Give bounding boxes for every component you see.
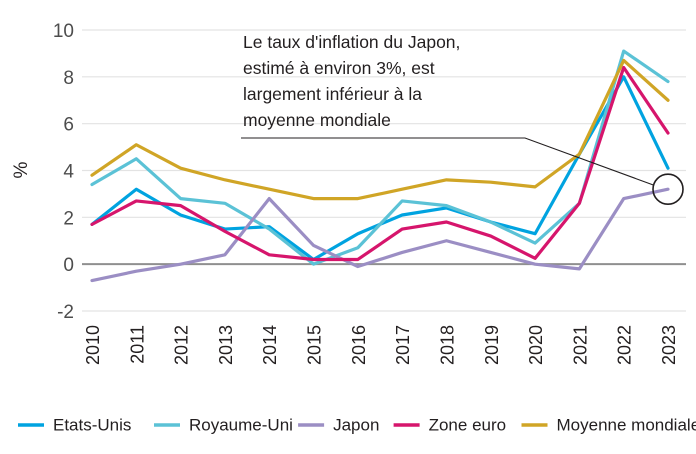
x-axis-tick-label-2021: 2021 xyxy=(570,325,590,365)
annotation-line-4: moyenne mondiale xyxy=(243,110,391,130)
annotation-line-3: largement inférieur à la xyxy=(243,84,422,104)
x-axis-tick-labels: 2010 2011 2012 2013 2014 2015 2016 2017 2018 2019… xyxy=(83,325,679,365)
x-axis-tick-label-2019: 2019 xyxy=(482,325,502,365)
x-axis-tick-label-2013: 2013 xyxy=(216,325,236,365)
series-line-japon xyxy=(90,187,670,283)
y-axis-tick-label: -2 xyxy=(57,302,74,323)
annotation-leader-line xyxy=(241,137,655,186)
y-axis-tick-label: 0 xyxy=(63,255,74,276)
annotation-target-circle xyxy=(652,173,684,206)
annotation-callout: Le taux d'inflation du Japon, estimé à en… xyxy=(241,32,684,206)
y-axis-tick-label: 4 xyxy=(63,162,74,183)
x-axis-tick-label-2016: 2016 xyxy=(349,325,369,365)
x-axis-tick-label-2014: 2014 xyxy=(260,325,280,365)
y-axis-tick-label: 8 xyxy=(63,68,74,89)
annotation-line-1: Le taux d'inflation du Japon, xyxy=(243,32,460,52)
x-axis-tick-label-2012: 2012 xyxy=(172,325,192,365)
x-axis-tick-label-2010: 2010 xyxy=(83,325,103,365)
x-axis-tick-label-2018: 2018 xyxy=(437,325,457,365)
y-axis-tick-label: 10 xyxy=(53,21,74,42)
legend-label-moyenne-mondiale[interactable]: Moyenne mondiale xyxy=(557,415,696,434)
x-axis-tick-label-2017: 2017 xyxy=(393,325,413,365)
y-axis-tick-label: 6 xyxy=(63,115,74,136)
x-axis-tick-label-2015: 2015 xyxy=(305,325,325,365)
y-axis-title: % xyxy=(11,161,32,178)
x-axis-tick-label-2022: 2022 xyxy=(615,325,635,365)
chart-legend: Etats-Unis Royaume-Uni Japon Zone euro Moyen… xyxy=(18,415,696,434)
y-axis-tick-label: 2 xyxy=(63,208,74,229)
x-axis-tick-label-2020: 2020 xyxy=(526,325,546,365)
legend-label-etats-unis[interactable]: Etats-Unis xyxy=(53,415,131,434)
annotation-text: Le taux d'inflation du Japon, estimé à en… xyxy=(243,32,460,130)
legend-label-japon[interactable]: Japon xyxy=(333,415,379,434)
legend-label-zone-euro[interactable]: Zone euro xyxy=(429,415,507,434)
x-axis-tick-label-2023: 2023 xyxy=(659,325,679,365)
annotation-line-2: estimé à environ 3%, est xyxy=(243,58,435,78)
series-lines-group xyxy=(90,49,670,283)
y-axis-tick-labels: -2 0 2 4 6 8 10 xyxy=(53,21,75,323)
legend-label-royaume-uni[interactable]: Royaume-Uni xyxy=(189,415,293,434)
series-line-zone-euro xyxy=(90,65,670,262)
series-line-moyenne-mondiale xyxy=(90,58,670,201)
x-axis-tick-label-2011: 2011 xyxy=(127,325,147,364)
